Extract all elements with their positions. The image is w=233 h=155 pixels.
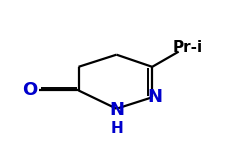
Text: N: N — [109, 101, 124, 119]
Text: N: N — [147, 88, 162, 106]
Text: Pr-i: Pr-i — [173, 40, 203, 55]
Text: O: O — [23, 81, 38, 100]
Text: H: H — [110, 121, 123, 136]
